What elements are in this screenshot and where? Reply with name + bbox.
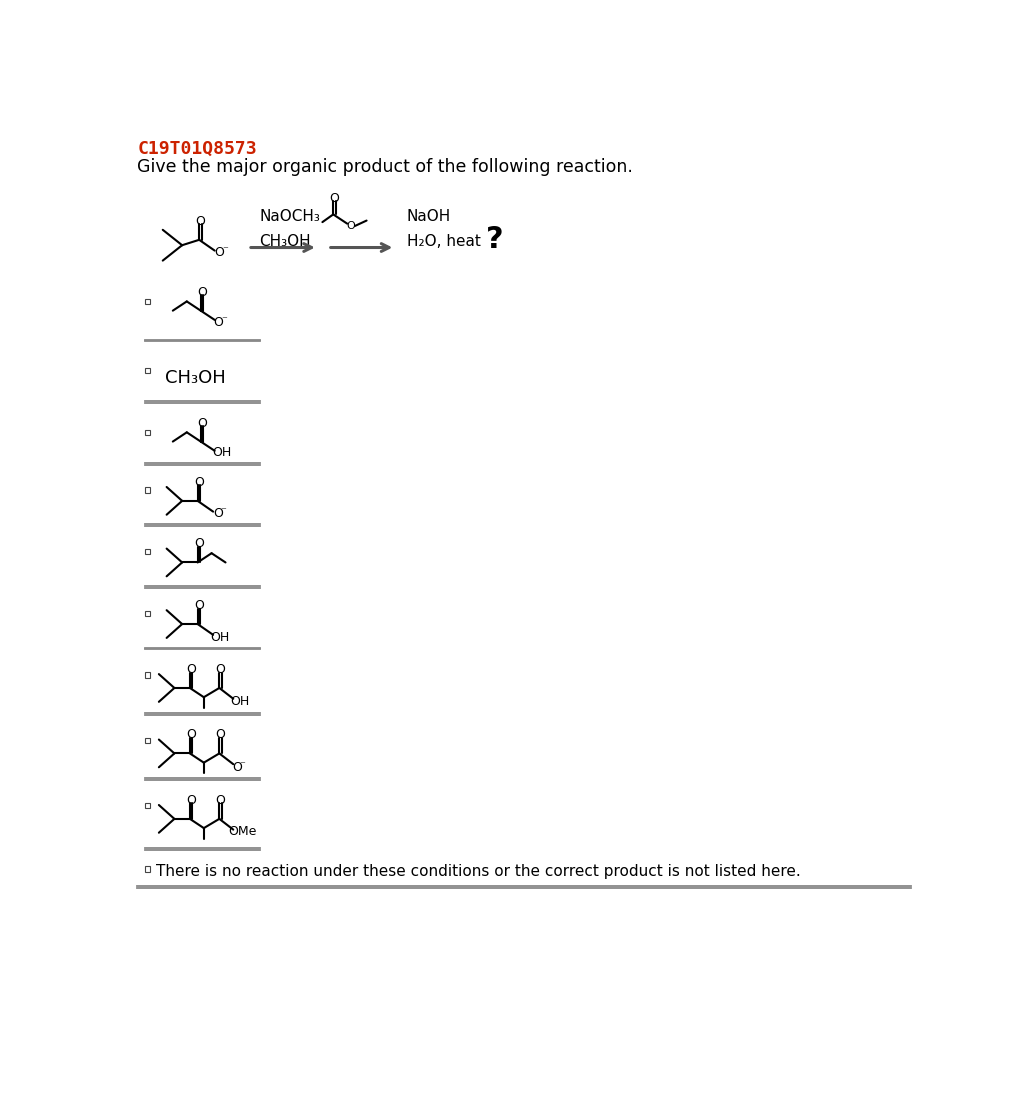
Text: O: O	[186, 663, 196, 676]
Text: O: O	[213, 508, 223, 521]
Text: OH: OH	[230, 695, 250, 708]
Bar	[145, 430, 150, 435]
Bar	[145, 672, 150, 678]
Text: There is no reaction under these conditions or the correct product is not listed: There is no reaction under these conditi…	[155, 864, 801, 879]
Bar	[145, 866, 150, 871]
Text: NaOCH₃: NaOCH₃	[260, 209, 320, 224]
Bar	[145, 804, 150, 808]
Text: ⁻: ⁻	[239, 760, 246, 770]
Text: O: O	[193, 476, 204, 489]
Text: O: O	[197, 416, 207, 430]
Bar	[145, 738, 150, 743]
Text: O: O	[186, 794, 196, 807]
Text: O: O	[215, 246, 224, 259]
Text: O: O	[193, 599, 204, 612]
Text: ⁻: ⁻	[220, 506, 226, 516]
Text: OH: OH	[212, 446, 231, 459]
Bar	[145, 549, 150, 554]
Bar	[145, 487, 150, 493]
Text: OMe: OMe	[228, 826, 257, 838]
Bar	[145, 298, 150, 304]
Text: O: O	[216, 728, 225, 741]
Bar	[145, 368, 150, 374]
Text: O: O	[195, 215, 206, 228]
Text: Give the major organic product of the following reaction.: Give the major organic product of the fo…	[137, 158, 633, 176]
Text: C19T01Q8573: C19T01Q8573	[137, 140, 257, 158]
Text: O: O	[193, 538, 204, 551]
Text: OH: OH	[211, 631, 230, 643]
Text: CH₃OH: CH₃OH	[165, 370, 226, 387]
Text: O: O	[186, 728, 196, 741]
Text: O: O	[216, 663, 225, 676]
Text: ?: ?	[486, 225, 504, 254]
Text: O: O	[329, 191, 340, 205]
Text: O: O	[197, 286, 207, 298]
Text: H₂O, heat: H₂O, heat	[407, 234, 481, 249]
Text: O: O	[216, 794, 225, 807]
Text: O: O	[232, 761, 242, 774]
Text: ⁻: ⁻	[222, 246, 228, 256]
Text: ⁻: ⁻	[221, 316, 227, 326]
Text: CH₃OH: CH₃OH	[260, 234, 311, 249]
Text: O: O	[214, 316, 223, 329]
Bar	[145, 611, 150, 615]
Text: NaOH: NaOH	[407, 209, 451, 224]
Text: O: O	[347, 221, 355, 232]
